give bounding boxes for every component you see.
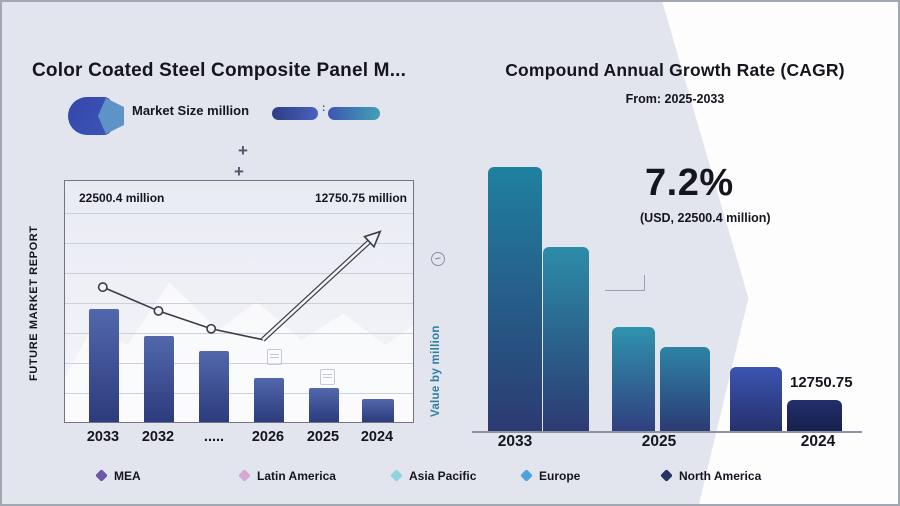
cagr-x-axis-line — [472, 431, 862, 433]
end-value-annotation: 12750.75 million — [314, 191, 407, 205]
market-size-bar — [254, 378, 284, 422]
gridline — [65, 363, 413, 364]
cagr-bar — [488, 167, 542, 432]
left-x-label: 2026 — [251, 429, 285, 445]
line-marker — [153, 305, 164, 316]
gridline — [65, 243, 413, 244]
document-watermark-icon — [267, 349, 282, 365]
cagr-usd-note: (USD, 22500.4 million) — [640, 211, 771, 225]
value-axis-label: Value by million — [430, 325, 442, 417]
market-size-chart-panel: 22500.4 million 12750.75 million — [64, 180, 414, 423]
end-value-label: 12750.75 — [790, 374, 853, 391]
gridline — [65, 393, 413, 394]
market-size-bar — [199, 351, 229, 422]
line-marker — [206, 323, 217, 334]
document-watermark-icon — [320, 369, 335, 385]
cagr-percentage: 7.2% — [645, 162, 734, 204]
diamond-icon — [95, 469, 108, 482]
zoom-out-icon[interactable]: − — [429, 250, 447, 268]
gridline — [65, 213, 413, 214]
corner-decoration — [605, 275, 645, 291]
market-size-bar — [144, 336, 174, 422]
left-x-label: 2025 — [306, 429, 340, 445]
left-x-label: 2033 — [86, 429, 120, 445]
cagr-title: Compound Annual Growth Rate (CAGR) — [505, 60, 845, 80]
market-size-label: Market Size million — [132, 103, 250, 118]
diamond-icon — [238, 469, 251, 482]
right-x-label: 2024 — [800, 433, 836, 450]
legend-pill-blue — [272, 107, 318, 120]
cagr-bar — [660, 347, 710, 432]
zoom-in-icon[interactable]: + — [234, 162, 244, 181]
start-value-annotation: 22500.4 million — [79, 191, 165, 205]
market-size-bar — [89, 309, 119, 422]
cagr-subtitle: From: 2025-2033 — [625, 92, 725, 106]
trend-line-and-arrow — [97, 230, 382, 342]
diamond-icon — [660, 469, 673, 482]
legend-item-label: Europe — [539, 469, 581, 483]
diamond-icon — [520, 469, 533, 482]
line-marker — [97, 282, 108, 293]
legend-separator: : — [322, 103, 326, 114]
cagr-bar-groups — [474, 162, 869, 432]
gridline — [65, 333, 413, 334]
cagr-bar — [730, 367, 782, 432]
legend-pill-teal — [328, 107, 380, 120]
right-x-label: 2033 — [497, 433, 533, 450]
legend-item-label: MEA — [114, 469, 141, 483]
right-x-label: 2025 — [641, 433, 677, 450]
cagr-bar — [612, 327, 655, 432]
left-x-label: ..... — [203, 429, 225, 445]
legend-item-label: Asia Pacific — [409, 469, 477, 483]
gridline — [65, 303, 413, 304]
left-x-label: 2032 — [141, 429, 175, 445]
cagr-bar — [787, 400, 842, 432]
future-market-report-watermark: FUTURE MARKET REPORT — [28, 225, 40, 381]
left-x-label: 2024 — [360, 429, 394, 445]
left-chart-title: Color Coated Steel Composite Panel M... — [32, 60, 407, 81]
cylinder-icon — [68, 97, 124, 135]
legend-item-label: North America — [679, 469, 762, 483]
diamond-icon — [390, 469, 403, 482]
market-size-bar — [309, 388, 339, 422]
legend-item-label: Latin America — [257, 469, 336, 483]
cagr-bar — [543, 247, 589, 432]
zoom-in-icon[interactable]: + — [238, 141, 248, 160]
gridline — [65, 273, 413, 274]
market-size-bar — [362, 399, 394, 422]
